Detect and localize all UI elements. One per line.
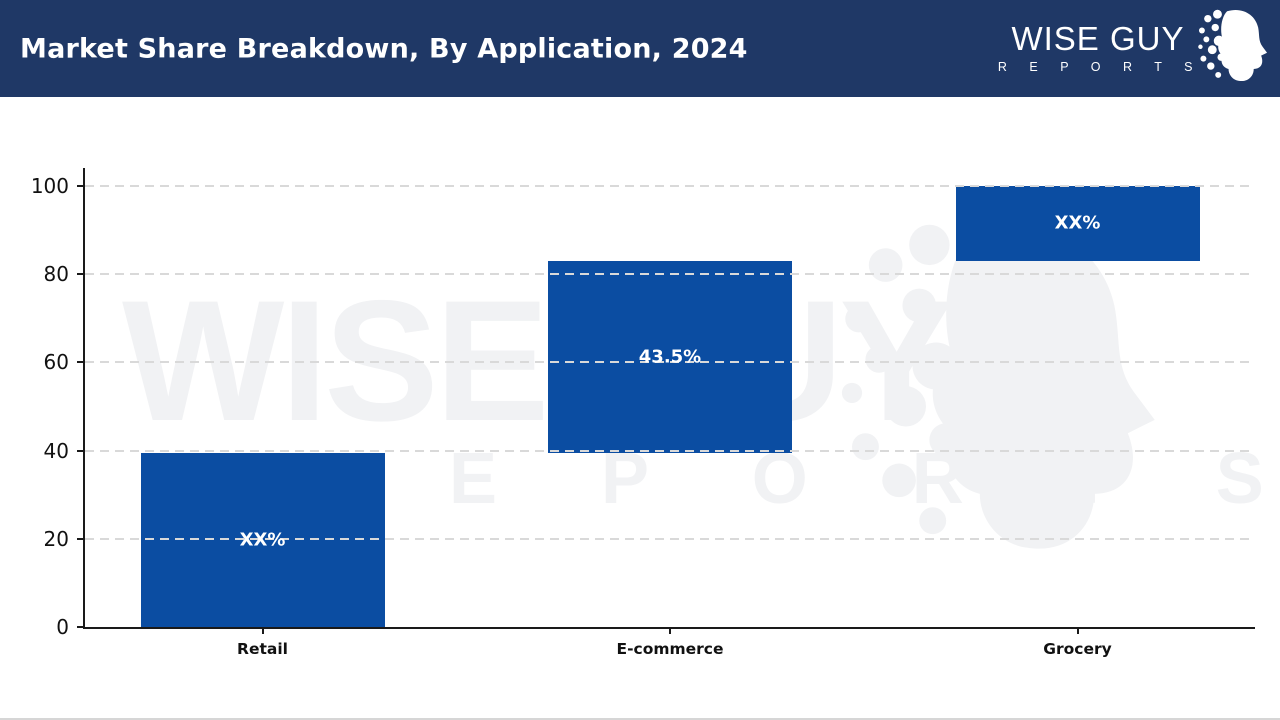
y-tick-label-100: 100	[30, 174, 69, 198]
y-tick-label-0: 0	[56, 615, 69, 639]
y-axis-line	[83, 168, 85, 629]
x-axis-line	[83, 627, 1255, 629]
x-tick-label-retail: Retail	[237, 640, 288, 658]
bar-label-e-commerce: 43.5%	[638, 346, 702, 368]
y-tick-0	[77, 626, 85, 628]
x-tick-label-e-commerce: E-commerce	[616, 640, 724, 658]
logo-subtitle: R E P O R T S	[997, 60, 1202, 74]
y-tick-label-80: 80	[43, 262, 69, 287]
gridline-80	[85, 273, 1255, 276]
y-tick-label-40: 40	[43, 438, 69, 463]
bar-label-grocery: XX%	[1054, 212, 1101, 234]
y-tick-40	[77, 449, 85, 452]
y-tick-60	[77, 361, 85, 364]
bar-grocery	[955, 186, 1200, 261]
gridline-40	[85, 449, 1255, 452]
bar-retail	[140, 452, 385, 627]
gridline-20	[85, 537, 1255, 540]
wiseguy-logo: WISE GUY R E P O R T S	[998, 6, 1270, 91]
bar-label-retail: XX%	[239, 529, 286, 551]
watermark-wordmark: WISE GUY	[122, 265, 954, 457]
y-tick-label-60: 60	[43, 350, 69, 375]
x-tick-label-grocery: Grocery	[1043, 640, 1112, 658]
logo-head-icon	[1198, 9, 1268, 82]
y-tick-100	[77, 185, 85, 187]
y-tick-label-20: 20	[43, 526, 69, 551]
page-title: Market Share Breakdown, By Application, …	[20, 33, 748, 64]
x-tick-grocery	[1076, 627, 1079, 634]
gridline-60	[85, 361, 1255, 364]
logo-wordmark: WISE GUY	[1011, 20, 1185, 57]
y-tick-20	[77, 537, 85, 540]
bar-e-commerce	[548, 260, 792, 453]
header-bar: Market Share Breakdown, By Application, …	[0, 0, 1280, 97]
y-tick-80	[77, 273, 85, 276]
x-tick-e-commerce	[669, 627, 671, 634]
x-tick-retail	[261, 627, 264, 634]
logo-text: WISE GUY R E P O R T S	[994, 20, 1202, 74]
watermark-head-icon	[841, 224, 1155, 549]
gridline-100	[85, 185, 1255, 187]
